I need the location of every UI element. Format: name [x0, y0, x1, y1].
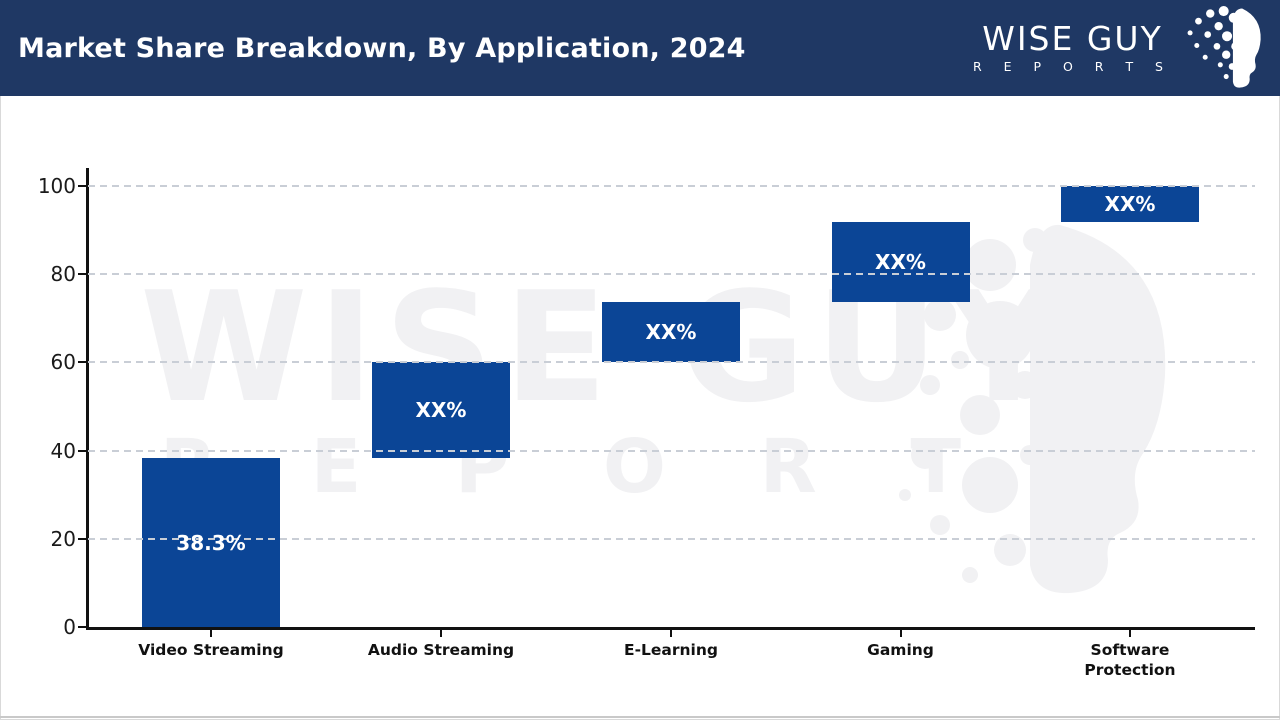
bar-value-label: XX%: [875, 250, 926, 275]
bar-e-learning: [602, 301, 740, 362]
bar-value-label: XX%: [1104, 192, 1156, 217]
category-label: Gaming: [867, 641, 934, 659]
bar-value-label: 38.3%: [176, 530, 246, 555]
y-tick-80: [78, 273, 87, 276]
y-axis-line: [86, 168, 89, 629]
gridline-20: [88, 537, 1255, 540]
category-label: Audio Streaming: [367, 641, 515, 659]
gridline-80: [88, 273, 1255, 276]
y-tick-label: 40: [50, 438, 76, 463]
y-tick-60: [78, 361, 87, 364]
logo-wordmark-sub: R E P O R T S: [972, 58, 1172, 74]
x-tick-3: [899, 629, 902, 637]
category-label: Video Streaming: [138, 641, 284, 659]
bar-video-streaming: [142, 458, 280, 627]
x-tick-0: [210, 629, 212, 637]
bar-gaming: [831, 222, 970, 302]
category-label: Software Protection: [1084, 641, 1176, 680]
bar-value-label: XX%: [415, 398, 467, 423]
bar-audio-streaming: [372, 361, 510, 459]
bottom-border: [0, 716, 1280, 718]
dotted-head-profile-watermark: [899, 224, 1166, 594]
x-axis-line: [86, 627, 1255, 630]
y-tick-label: 80: [50, 262, 76, 287]
y-tick-100: [78, 185, 87, 187]
y-tick-label: 60: [50, 350, 76, 375]
dotted-head-profile-icon: [1187, 6, 1261, 88]
y-tick-40: [78, 449, 87, 452]
x-tick-4: [1129, 629, 1131, 637]
logo: WISE GUY R E P O R T S: [973, 6, 1266, 90]
bar-software-protection: [1061, 186, 1199, 223]
y-tick-20: [78, 537, 87, 540]
y-tick-label: 100: [37, 174, 76, 198]
header: Market Share Breakdown, By Application, …: [0, 0, 1280, 96]
x-tick-1: [440, 629, 442, 637]
gridline-100: [88, 185, 1255, 187]
watermark-text-sub: R E P O R T S: [160, 424, 1143, 510]
gridline-40: [88, 449, 1255, 452]
watermark-text-main: WISE GUY: [140, 259, 1069, 436]
gridline-60: [88, 361, 1255, 364]
y-tick-label: 20: [50, 526, 76, 551]
page-title: Market Share Breakdown, By Application, …: [18, 32, 746, 64]
bar-value-label: XX%: [645, 319, 697, 344]
x-tick-2: [670, 629, 672, 637]
logo-wordmark-main: WISE GUY: [982, 19, 1163, 59]
category-label: E-Learning: [624, 641, 718, 659]
y-tick-0: [78, 626, 87, 628]
logo-wordmark: WISE GUY R E P O R T S: [973, 22, 1172, 74]
y-tick-label: 0: [63, 615, 76, 639]
